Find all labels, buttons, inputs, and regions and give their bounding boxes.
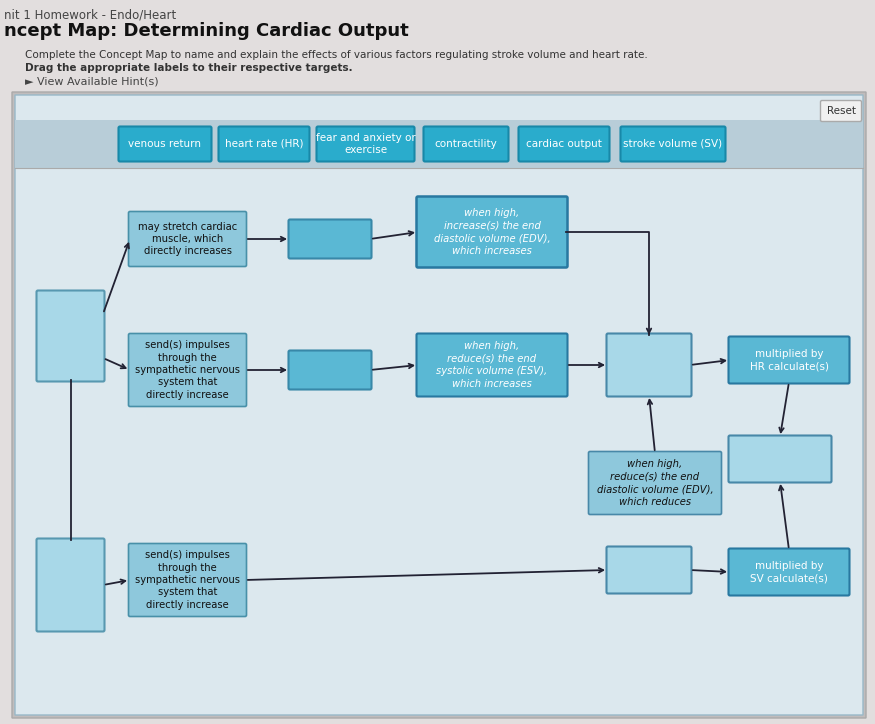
Text: send(s) impulses
through the
sympathetic nervous
system that
directly increase: send(s) impulses through the sympathetic… <box>135 340 240 400</box>
Text: nit 1 Homework - Endo/Heart: nit 1 Homework - Endo/Heart <box>4 8 176 21</box>
Text: venous return: venous return <box>129 139 201 149</box>
Text: may stretch cardiac
muscle, which
directly increases: may stretch cardiac muscle, which direct… <box>138 222 237 256</box>
Text: multiplied by
HR calculate(s): multiplied by HR calculate(s) <box>750 349 829 371</box>
Text: Complete the Concept Map to name and explain the effects of various factors regu: Complete the Concept Map to name and exp… <box>25 50 648 60</box>
Text: when high,
reduce(s) the end
diastolic volume (EDV),
which reduces: when high, reduce(s) the end diastolic v… <box>597 460 713 507</box>
FancyBboxPatch shape <box>606 547 691 594</box>
FancyBboxPatch shape <box>589 452 722 515</box>
Text: ncept Map: Determining Cardiac Output: ncept Map: Determining Cardiac Output <box>4 22 409 40</box>
FancyBboxPatch shape <box>12 92 866 718</box>
FancyBboxPatch shape <box>129 544 247 617</box>
FancyBboxPatch shape <box>129 334 247 406</box>
FancyBboxPatch shape <box>37 290 104 382</box>
FancyBboxPatch shape <box>118 127 212 161</box>
Text: when high,
reduce(s) the end
systolic volume (ESV),
which increases: when high, reduce(s) the end systolic vo… <box>437 342 548 389</box>
FancyBboxPatch shape <box>729 337 850 384</box>
FancyBboxPatch shape <box>424 127 508 161</box>
Text: Drag the appropriate labels to their respective targets.: Drag the appropriate labels to their res… <box>25 63 353 73</box>
FancyBboxPatch shape <box>729 549 850 596</box>
Text: ► View Available Hint(s): ► View Available Hint(s) <box>25 76 158 86</box>
Text: fear and anxiety or
exercise: fear and anxiety or exercise <box>316 132 416 155</box>
FancyBboxPatch shape <box>15 120 863 168</box>
Text: heart rate (HR): heart rate (HR) <box>225 139 304 149</box>
FancyBboxPatch shape <box>317 127 415 161</box>
FancyBboxPatch shape <box>219 127 310 161</box>
Text: Reset: Reset <box>827 106 856 116</box>
FancyBboxPatch shape <box>606 334 691 397</box>
Text: contractility: contractility <box>435 139 497 149</box>
FancyBboxPatch shape <box>289 350 372 390</box>
Text: stroke volume (SV): stroke volume (SV) <box>623 139 723 149</box>
Text: send(s) impulses
through the
sympathetic nervous
system that
directly increase: send(s) impulses through the sympathetic… <box>135 550 240 610</box>
FancyBboxPatch shape <box>416 334 568 397</box>
FancyBboxPatch shape <box>15 95 863 715</box>
FancyBboxPatch shape <box>821 101 862 122</box>
FancyBboxPatch shape <box>129 211 247 266</box>
Text: multiplied by
SV calculate(s): multiplied by SV calculate(s) <box>750 561 828 584</box>
FancyBboxPatch shape <box>37 539 104 631</box>
FancyBboxPatch shape <box>416 196 568 267</box>
FancyBboxPatch shape <box>729 436 831 482</box>
FancyBboxPatch shape <box>289 219 372 258</box>
Text: cardiac output: cardiac output <box>526 139 602 149</box>
FancyBboxPatch shape <box>519 127 610 161</box>
FancyBboxPatch shape <box>620 127 725 161</box>
Text: when high,
increase(s) the end
diastolic volume (EDV),
which increases: when high, increase(s) the end diastolic… <box>434 209 550 256</box>
